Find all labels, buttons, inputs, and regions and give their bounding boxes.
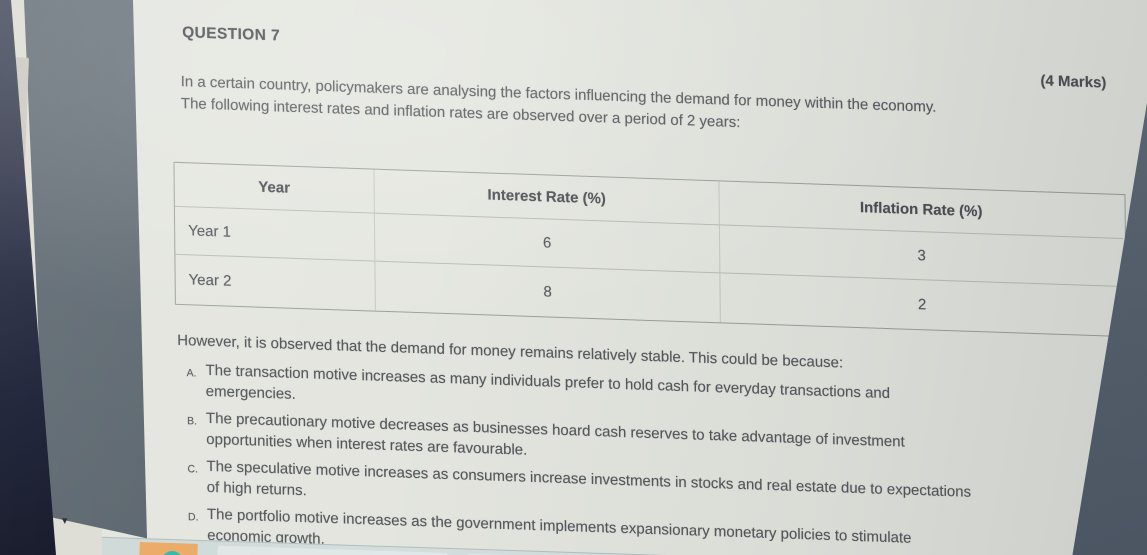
option-a-letter: A. — [186, 367, 197, 380]
table-cell-year2-interest: 8 — [375, 261, 721, 323]
table-cell-year1: Year 1 — [174, 206, 376, 262]
scroll-down-arrow-icon[interactable]: ▾ — [62, 515, 68, 527]
rates-table: Year Interest Rate (%) Inflation Rate (%… — [173, 161, 1127, 338]
question-heading: QUESTION 7 — [182, 24, 281, 45]
taskbar-app-logo-icon — [160, 550, 184, 555]
document-page: QUESTION 7 (4 Marks) In a certain countr… — [173, 16, 1136, 555]
option-b-letter: B. — [186, 415, 198, 428]
table-cell-year2: Year 2 — [175, 254, 376, 311]
option-d-letter: D. — [187, 511, 199, 524]
taskbar-app-icon[interactable] — [138, 541, 198, 555]
options-list: A. The transaction motive increases as m… — [185, 360, 987, 555]
table-header-year: Year — [174, 162, 375, 214]
taskbar-segment[interactable] — [216, 545, 448, 555]
option-c-letter: C. — [187, 463, 199, 476]
